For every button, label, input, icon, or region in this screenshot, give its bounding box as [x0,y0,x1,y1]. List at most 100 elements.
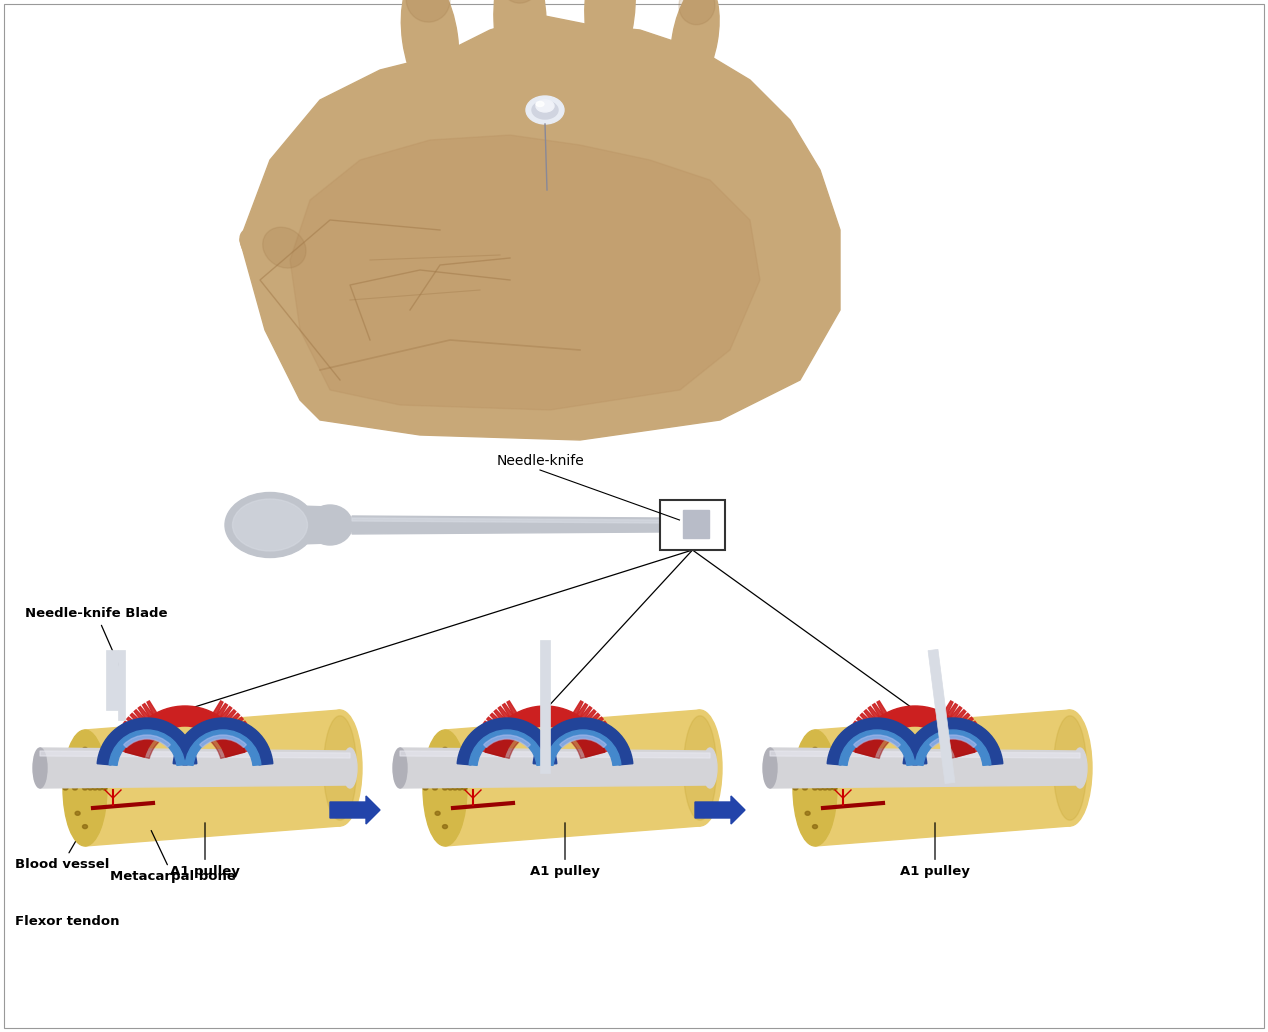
Text: Needle-knife Blade: Needle-knife Blade [25,607,167,668]
Wedge shape [855,720,891,759]
Ellipse shape [82,786,87,791]
Polygon shape [41,751,350,757]
Wedge shape [126,720,161,759]
Polygon shape [971,744,988,752]
Polygon shape [226,713,240,728]
Polygon shape [491,713,505,728]
Polygon shape [540,640,550,773]
Ellipse shape [63,786,68,791]
Text: Metacarpal bone: Metacarpal bone [110,831,236,883]
Polygon shape [353,518,661,523]
Polygon shape [598,735,615,744]
Wedge shape [839,730,914,766]
Polygon shape [236,730,252,741]
Text: A1 pulley: A1 pulley [900,823,970,878]
Polygon shape [476,735,492,744]
Polygon shape [872,704,884,719]
Text: A1 pulley: A1 pulley [530,823,600,878]
Ellipse shape [323,716,356,820]
Wedge shape [469,730,545,766]
Polygon shape [596,730,612,741]
Ellipse shape [75,811,80,815]
Ellipse shape [823,786,828,791]
Polygon shape [576,704,587,719]
Polygon shape [815,710,1070,846]
Ellipse shape [526,96,564,124]
Wedge shape [483,735,530,747]
Ellipse shape [232,499,308,551]
Ellipse shape [424,786,429,791]
Polygon shape [970,740,987,748]
Polygon shape [85,710,340,846]
Ellipse shape [813,786,818,791]
Polygon shape [219,707,232,721]
Ellipse shape [678,0,715,25]
Polygon shape [223,710,236,724]
Ellipse shape [308,505,353,545]
Wedge shape [124,735,170,747]
Wedge shape [486,706,605,757]
Wedge shape [486,720,521,759]
Text: Needle-knife: Needle-knife [496,454,583,467]
Polygon shape [600,740,616,748]
Polygon shape [602,744,618,752]
Polygon shape [399,748,710,788]
Polygon shape [959,717,974,731]
Ellipse shape [813,825,818,829]
Polygon shape [107,650,118,710]
Polygon shape [964,725,979,737]
Ellipse shape [702,748,716,788]
Ellipse shape [33,748,47,788]
Polygon shape [41,748,350,788]
Polygon shape [114,740,129,748]
Polygon shape [592,721,606,734]
Polygon shape [270,505,330,545]
Ellipse shape [495,0,547,88]
Ellipse shape [101,786,107,791]
Ellipse shape [678,710,721,826]
Polygon shape [498,707,511,721]
Ellipse shape [818,786,823,791]
Polygon shape [147,701,157,716]
Polygon shape [928,649,955,783]
Polygon shape [216,704,227,719]
Ellipse shape [536,101,544,106]
Wedge shape [533,718,633,765]
Ellipse shape [424,730,467,846]
Polygon shape [138,707,151,721]
Polygon shape [869,707,880,721]
Polygon shape [843,740,860,748]
Ellipse shape [75,761,80,765]
Ellipse shape [432,786,437,791]
Polygon shape [846,735,861,744]
Ellipse shape [406,0,450,22]
Ellipse shape [1047,710,1092,826]
Ellipse shape [1073,748,1087,788]
Polygon shape [507,701,517,716]
Polygon shape [483,721,498,734]
Polygon shape [946,704,957,719]
Polygon shape [481,725,496,737]
Polygon shape [950,707,962,721]
Ellipse shape [82,747,87,751]
Wedge shape [458,718,557,765]
Wedge shape [853,735,900,747]
Polygon shape [118,730,133,741]
Wedge shape [559,735,606,747]
Polygon shape [238,735,255,744]
Ellipse shape [93,786,98,791]
Polygon shape [942,701,954,716]
Ellipse shape [458,786,463,791]
Wedge shape [929,735,976,747]
Polygon shape [865,710,877,724]
Ellipse shape [827,786,832,791]
Ellipse shape [393,748,407,788]
Wedge shape [174,718,273,765]
Polygon shape [212,701,223,716]
Ellipse shape [498,0,540,3]
Polygon shape [770,748,1080,788]
Ellipse shape [318,710,361,826]
Polygon shape [502,704,514,719]
Ellipse shape [401,0,459,102]
Polygon shape [588,717,604,731]
